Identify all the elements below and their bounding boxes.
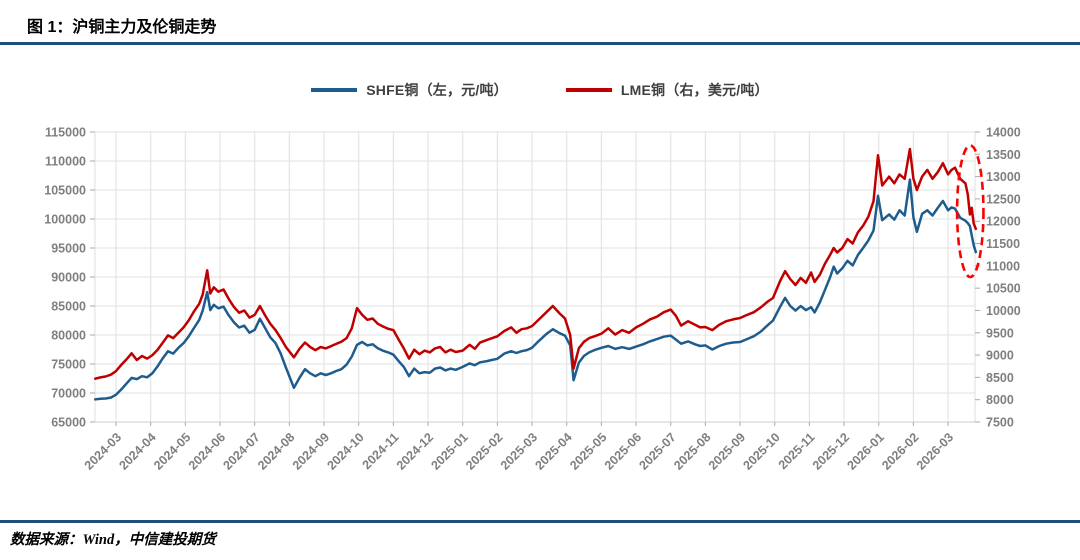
svg-text:65000: 65000 (51, 416, 86, 430)
svg-text:10000: 10000 (986, 304, 1021, 318)
chart-legend: SHFE铜（左，元/吨） LME铜（右，美元/吨） (0, 80, 1080, 100)
svg-text:2025-06: 2025-06 (602, 430, 644, 472)
legend-label-shfe: SHFE铜（左，元/吨） (366, 82, 508, 98)
svg-text:115000: 115000 (45, 126, 86, 140)
copper-price-chart: 115000 110000 105000 100000 95000 90000 85000 8… (0, 100, 1080, 505)
svg-text:9000: 9000 (986, 349, 1014, 363)
left-axis-labels: 115000 110000 105000 100000 95000 90000 85000 8… (44, 126, 86, 430)
axis-tick-marks (90, 131, 980, 426)
svg-text:75000: 75000 (51, 358, 86, 372)
right-axis-labels: 14000 13500 13000 12500 12000 11500 11000 10500… (986, 126, 1021, 430)
svg-text:12000: 12000 (986, 215, 1021, 229)
legend-item-lme: LME铜（右，美元/吨） (565, 80, 769, 100)
svg-text:2025-11: 2025-11 (776, 430, 818, 472)
svg-text:12500: 12500 (986, 192, 1021, 206)
svg-text:13000: 13000 (986, 170, 1021, 184)
svg-text:9500: 9500 (986, 326, 1014, 340)
svg-text:13500: 13500 (986, 148, 1021, 162)
svg-text:2024-05: 2024-05 (151, 430, 193, 472)
svg-text:2026-03: 2026-03 (914, 430, 956, 472)
svg-text:2025-02: 2025-02 (463, 430, 505, 472)
svg-text:2026-01: 2026-01 (845, 430, 887, 472)
svg-text:2024-07: 2024-07 (220, 430, 262, 472)
title-divider-rule (0, 42, 1080, 45)
svg-text:2026-02: 2026-02 (879, 430, 921, 472)
svg-text:11500: 11500 (986, 237, 1020, 251)
svg-text:8000: 8000 (986, 393, 1014, 407)
svg-text:80000: 80000 (51, 329, 86, 343)
svg-text:2025-04: 2025-04 (532, 430, 574, 472)
svg-text:14000: 14000 (986, 126, 1021, 140)
svg-text:2025-08: 2025-08 (671, 430, 713, 472)
data-source-note: 数据来源：Wind，中信建投期货 (10, 532, 216, 548)
svg-text:2024-12: 2024-12 (394, 430, 436, 472)
svg-text:10500: 10500 (986, 282, 1021, 296)
lme-line-swatch (565, 88, 612, 92)
svg-text:110000: 110000 (45, 155, 86, 169)
shfe-price-line (93, 178, 978, 401)
footer-divider-rule (0, 520, 1080, 523)
svg-text:100000: 100000 (44, 213, 86, 227)
svg-text:95000: 95000 (51, 242, 86, 256)
svg-text:2025-01: 2025-01 (428, 430, 470, 472)
horizontal-gridlines (95, 131, 975, 423)
svg-text:7500: 7500 (986, 416, 1014, 430)
svg-text:2024-08: 2024-08 (255, 430, 297, 472)
shfe-line-swatch (311, 88, 358, 92)
svg-text:2024-10: 2024-10 (324, 430, 366, 472)
svg-text:2024-04: 2024-04 (116, 430, 158, 472)
svg-text:105000: 105000 (44, 184, 86, 198)
svg-text:8500: 8500 (986, 371, 1014, 385)
svg-text:2024-06: 2024-06 (186, 430, 228, 472)
svg-text:2025-07: 2025-07 (637, 430, 679, 472)
legend-label-lme: LME铜（右，美元/吨） (620, 82, 769, 98)
legend-item-shfe: SHFE铜（左，元/吨） (311, 80, 508, 100)
svg-text:2024-03: 2024-03 (82, 430, 124, 472)
svg-text:70000: 70000 (51, 387, 86, 401)
figure-title: 图 1：沪铜主力及伦铜走势 (27, 19, 217, 36)
svg-text:2024-09: 2024-09 (290, 430, 332, 472)
svg-text:2025-10: 2025-10 (741, 430, 783, 472)
lme-price-line (93, 147, 978, 380)
svg-text:90000: 90000 (51, 271, 86, 285)
svg-text:2025-05: 2025-05 (567, 430, 609, 472)
x-axis-labels: 2024-032024-042024-052024-062024-072024-… (82, 430, 956, 472)
svg-text:85000: 85000 (51, 300, 86, 314)
svg-text:11000: 11000 (986, 259, 1020, 273)
svg-text:2025-12: 2025-12 (810, 430, 852, 472)
svg-text:2024-11: 2024-11 (360, 430, 402, 472)
svg-text:2025-09: 2025-09 (706, 430, 748, 472)
copper-price-chart-svg: 115000 110000 105000 100000 95000 90000 85000 8… (44, 126, 1021, 473)
price-drop-highlight-ellipse (955, 144, 985, 279)
svg-text:2025-03: 2025-03 (498, 430, 540, 472)
